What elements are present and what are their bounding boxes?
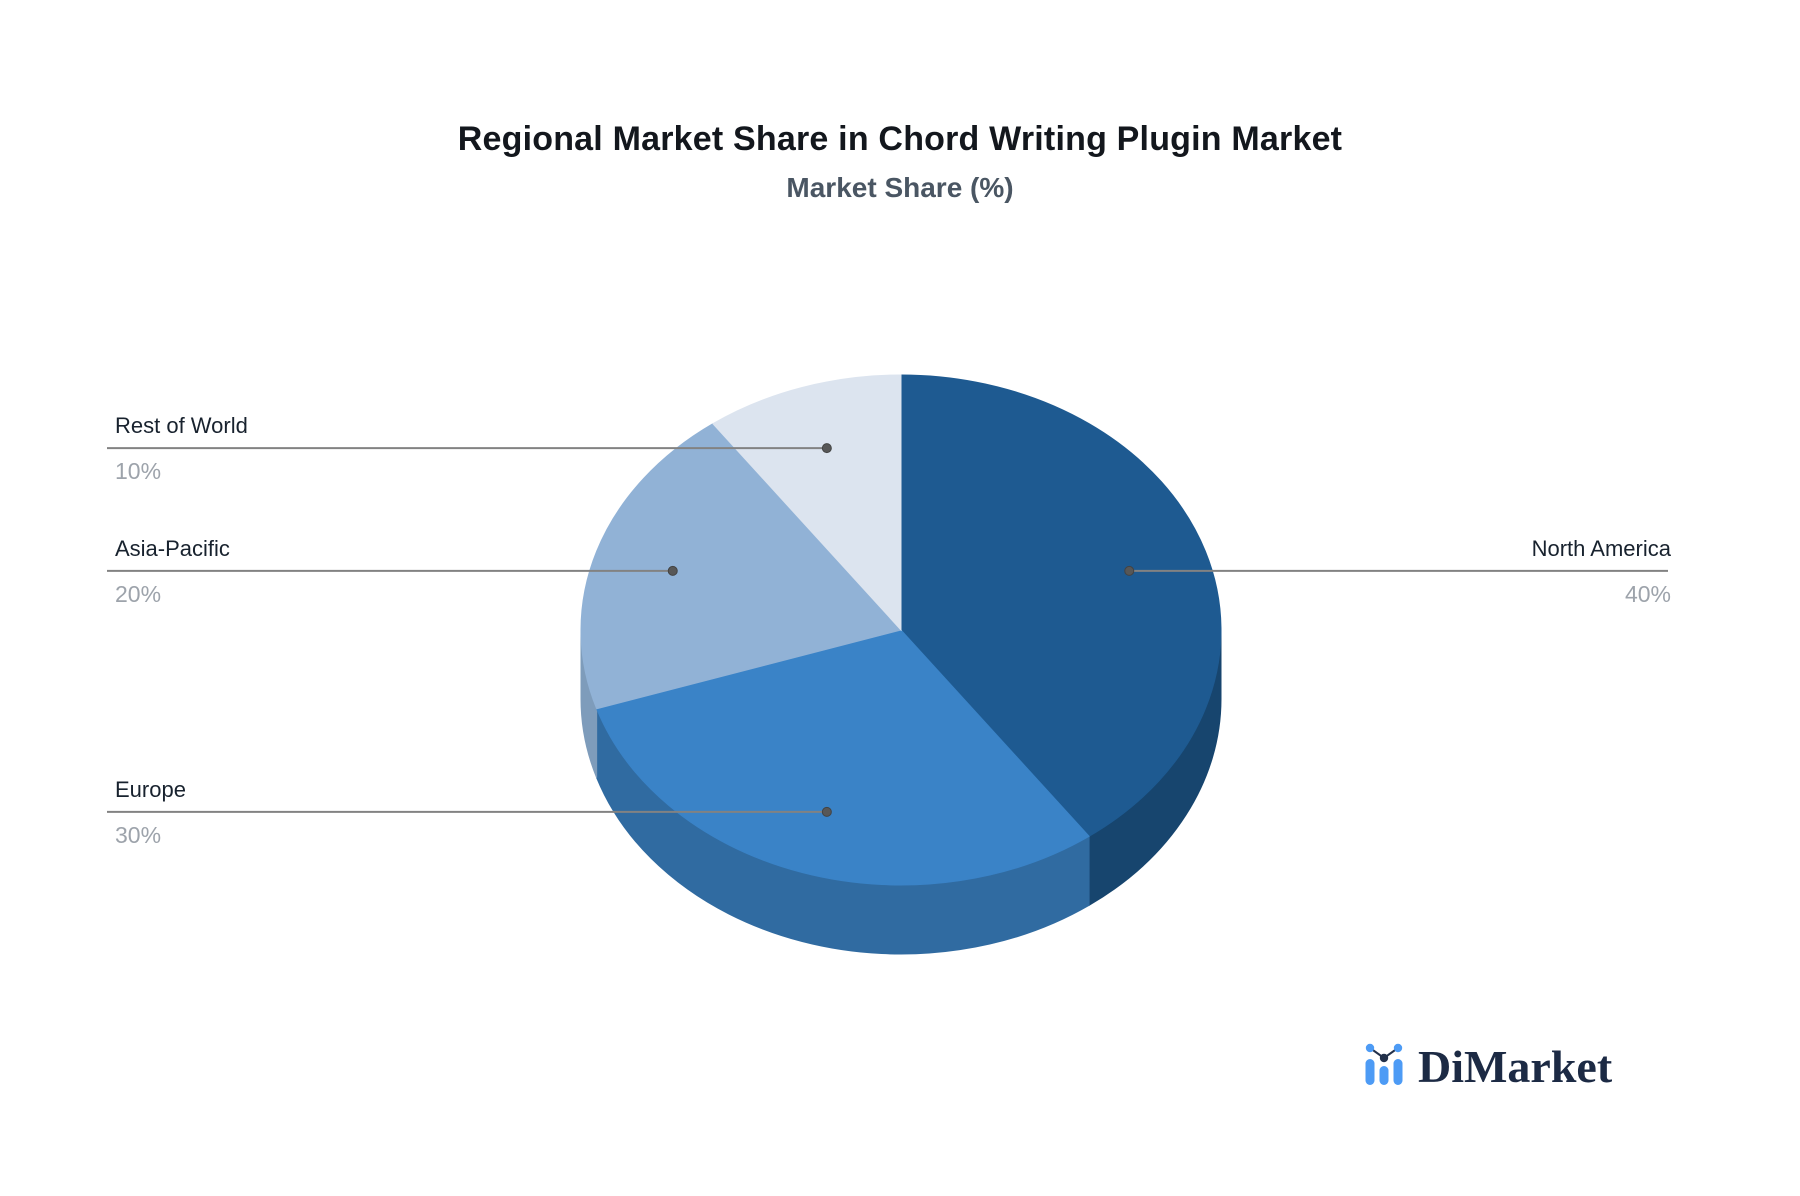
leader-dot-europe: [821, 806, 832, 817]
slice-label-name: Asia-Pacific: [115, 535, 230, 561]
slice-label-value: 40%: [1624, 580, 1671, 607]
dimarket-logo: DiMarket: [1362, 1038, 1613, 1092]
leader-dot-asia-pacific: [667, 565, 678, 576]
chart-subtitle: Market Share (%): [786, 172, 1014, 203]
slice-label-name: North America: [1531, 535, 1671, 561]
leader-dot-rest-of-world: [821, 443, 832, 454]
dimarket-logo-text: DiMarket: [1418, 1041, 1613, 1092]
slice-label-value: 20%: [115, 580, 162, 607]
pie-slice-europe[interactable]: [595, 629, 1090, 886]
slice-label-value: 30%: [115, 821, 162, 848]
pie-slice-rest-of-world[interactable]: [712, 374, 902, 632]
leader-dot-north-america: [1124, 565, 1135, 576]
dimarket-logo-icon: [1365, 1043, 1403, 1085]
slice-label-name: Rest of World: [115, 413, 248, 439]
slice-label-value: 10%: [115, 458, 162, 485]
chart-title: Regional Market Share in Chord Writing P…: [457, 120, 1343, 158]
slice-label-name: Europe: [115, 776, 186, 802]
pie-slice-north-america[interactable]: [900, 374, 1222, 837]
